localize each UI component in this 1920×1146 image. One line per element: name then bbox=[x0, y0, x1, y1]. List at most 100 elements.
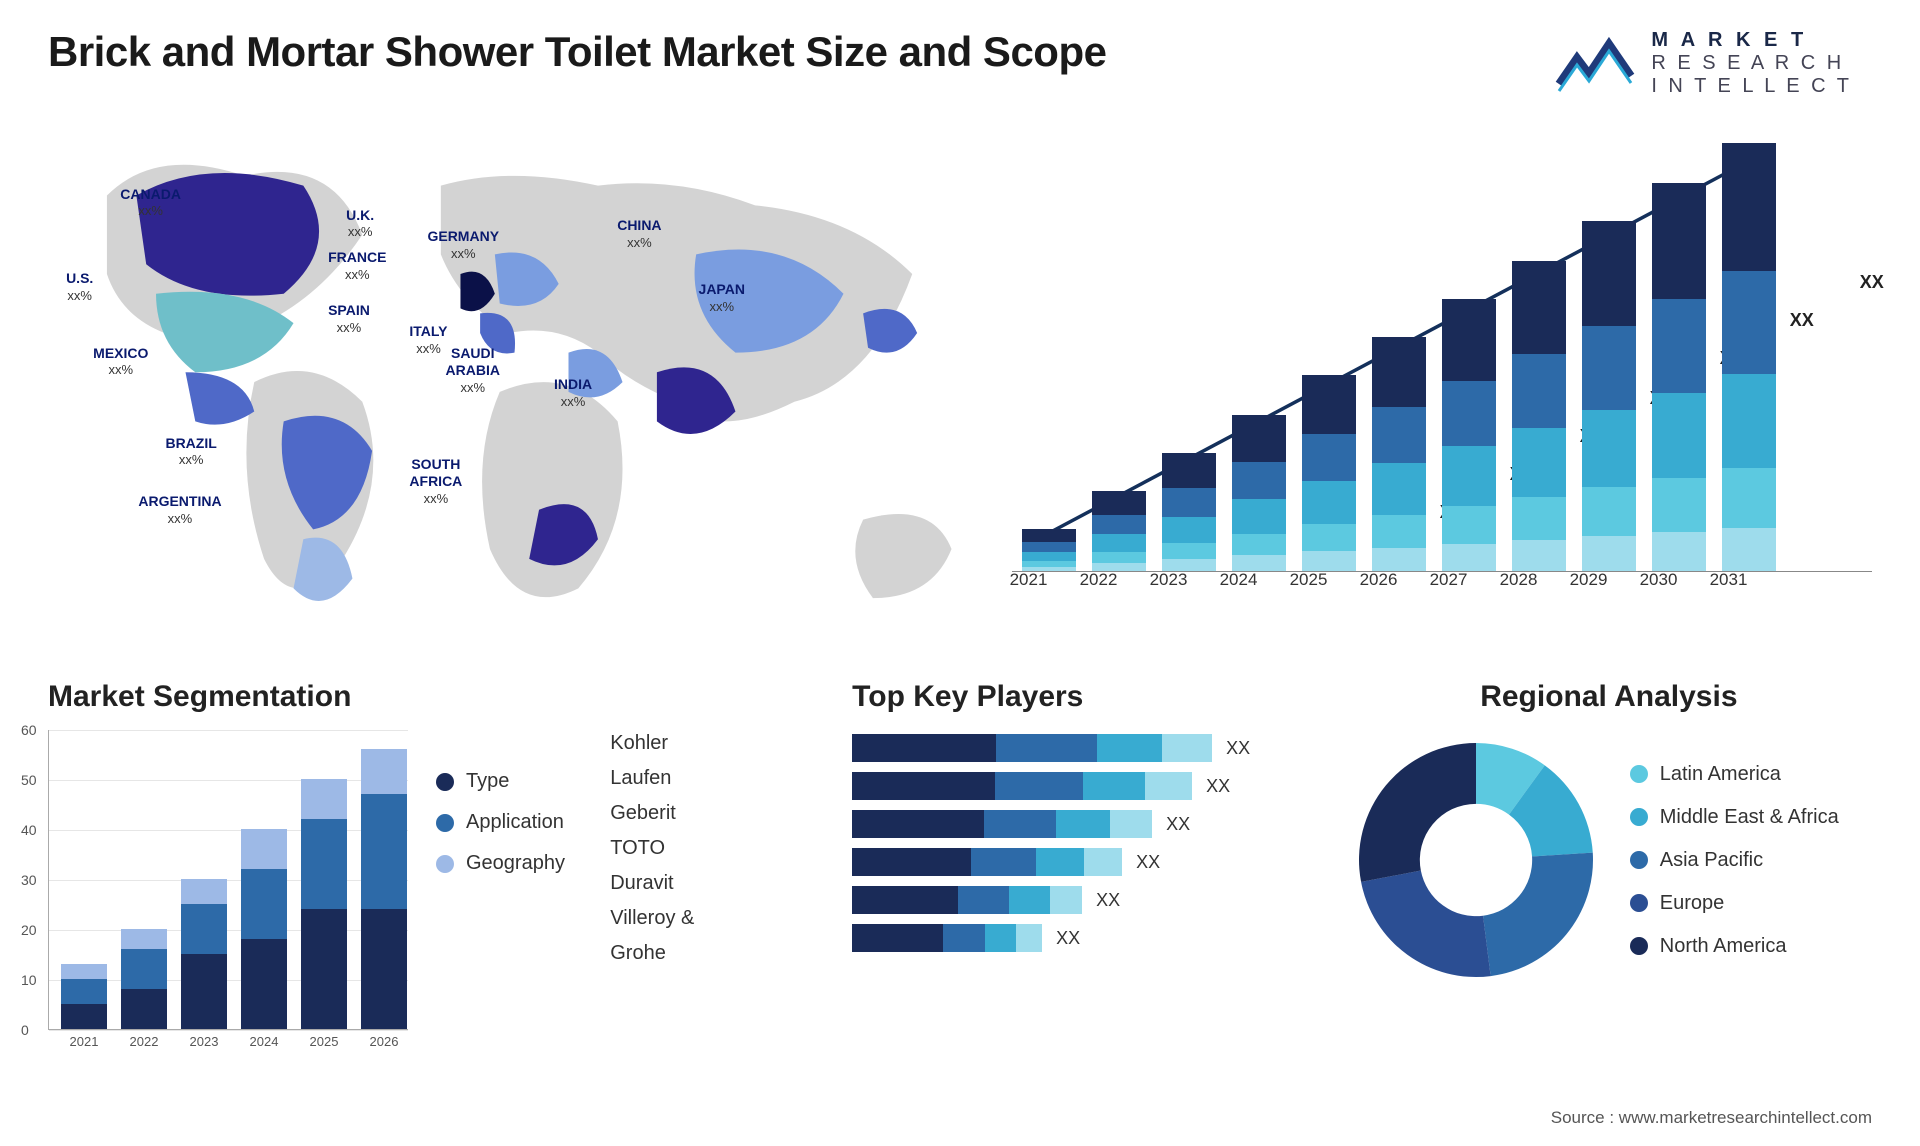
map-label: FRANCExx% bbox=[328, 249, 386, 283]
bar-year-label: 2021 bbox=[1002, 570, 1056, 590]
legend-swatch-icon bbox=[1630, 765, 1648, 783]
map-label: CANADAxx% bbox=[120, 186, 181, 220]
top-row: CANADAxx% U.S.xx% MEXICOxx% BRAZILxx% ARGENT… bbox=[48, 122, 1872, 652]
bottom-row: Market Segmentation 01020304050602021202… bbox=[48, 680, 1872, 1060]
legend-swatch-icon bbox=[1630, 851, 1648, 869]
segmentation-bar bbox=[121, 929, 167, 1029]
donut-slice bbox=[1483, 853, 1593, 976]
segmentation-bar bbox=[61, 964, 107, 1029]
segmentation-title: Market Segmentation bbox=[48, 680, 574, 714]
bar-year-label: 2029 bbox=[1562, 570, 1616, 590]
seg-year-label: 2022 bbox=[121, 1034, 167, 1049]
bar-year-label: 2024 bbox=[1212, 570, 1266, 590]
map-label: BRAZILxx% bbox=[165, 435, 216, 469]
growth-bar bbox=[1302, 375, 1356, 571]
y-axis-tick: 30 bbox=[21, 872, 37, 888]
key-players-list: KohlerLaufenGeberitTOTODuravitVilleroy &… bbox=[610, 726, 816, 965]
seg-year-label: 2023 bbox=[181, 1034, 227, 1049]
bar-value-label: XX bbox=[1092, 464, 1920, 485]
key-player-value: XX bbox=[1206, 776, 1230, 797]
donut-slice bbox=[1359, 743, 1476, 882]
growth-bar bbox=[1022, 529, 1076, 571]
brand-logo: M A R K E T R E S E A R C H I N T E L L … bbox=[1555, 28, 1852, 98]
regional-title: Regional Analysis bbox=[1346, 680, 1872, 714]
key-player-bar-row: XX bbox=[852, 772, 1310, 800]
key-player-value: XX bbox=[1166, 814, 1190, 835]
map-label: U.S.xx% bbox=[66, 270, 93, 304]
key-player-value: XX bbox=[1136, 852, 1160, 873]
key-players-panel: Top Key Players XXXXXXXXXXXX bbox=[852, 680, 1310, 1060]
growth-bar bbox=[1512, 261, 1566, 571]
legend-item: Latin America bbox=[1630, 763, 1839, 786]
list-item: Geberit bbox=[610, 802, 816, 825]
key-player-value: XX bbox=[1096, 890, 1120, 911]
legend-item: Type bbox=[436, 770, 574, 793]
list-item: TOTO bbox=[610, 837, 816, 860]
legend-item: Europe bbox=[1630, 892, 1839, 915]
map-label: ARGENTINAxx% bbox=[138, 493, 221, 527]
regional-panel: Regional Analysis Latin AmericaMiddle Ea… bbox=[1346, 680, 1872, 1060]
map-label: INDIAxx% bbox=[554, 376, 592, 410]
map-label: JAPANxx% bbox=[699, 281, 745, 315]
key-player-value: XX bbox=[1056, 928, 1080, 949]
header: Brick and Mortar Shower Toilet Market Si… bbox=[48, 28, 1872, 98]
key-player-bar-row: XX bbox=[852, 886, 1310, 914]
seg-year-label: 2021 bbox=[61, 1034, 107, 1049]
list-item: Duravit bbox=[610, 872, 816, 895]
map-label: SAUDIARABIAxx% bbox=[446, 345, 500, 396]
legend-swatch-icon bbox=[436, 814, 454, 832]
growth-bar-chart: XXXXXXXXXXXXXXXXXXXXXX 20212022202320242… bbox=[992, 122, 1872, 652]
y-axis-tick: 50 bbox=[21, 772, 37, 788]
key-player-value: XX bbox=[1226, 738, 1250, 759]
key-player-bar-row: XX bbox=[852, 734, 1310, 762]
growth-bar bbox=[1442, 299, 1496, 571]
segmentation-legend: Type Application Geography bbox=[436, 730, 574, 1030]
bar-year-label: 2027 bbox=[1422, 570, 1476, 590]
seg-year-label: 2025 bbox=[301, 1034, 347, 1049]
donut-slice bbox=[1361, 871, 1491, 977]
y-axis-tick: 60 bbox=[21, 722, 37, 738]
y-axis-tick: 0 bbox=[21, 1022, 29, 1038]
source-text: Source : www.marketresearchintellect.com bbox=[1551, 1108, 1872, 1128]
segmentation-chart: 0102030405060202120222023202420252026 bbox=[48, 730, 408, 1030]
legend-item: Application bbox=[436, 811, 574, 834]
bar-year-label: 2028 bbox=[1492, 570, 1546, 590]
y-axis-tick: 10 bbox=[21, 972, 37, 988]
list-item: Kohler bbox=[610, 732, 816, 755]
growth-bar bbox=[1652, 183, 1706, 571]
chart-plot-area: XXXXXXXXXXXXXXXXXXXXXX bbox=[1012, 132, 1872, 572]
regional-donut-chart bbox=[1346, 730, 1606, 990]
map-label: SOUTHAFRICAxx% bbox=[409, 456, 462, 507]
legend-item: Asia Pacific bbox=[1630, 849, 1839, 872]
bar-year-label: 2023 bbox=[1142, 570, 1196, 590]
segmentation-panel: Market Segmentation 01020304050602021202… bbox=[48, 680, 574, 1060]
key-player-bar-row: XX bbox=[852, 848, 1310, 876]
bar-value-label: XX bbox=[1652, 156, 1920, 177]
bar-year-label: 2030 bbox=[1632, 570, 1686, 590]
logo-text: M A R K E T R E S E A R C H I N T E L L … bbox=[1651, 29, 1852, 98]
world-map-panel: CANADAxx% U.S.xx% MEXICOxx% BRAZILxx% ARGENT… bbox=[48, 122, 952, 652]
legend-item: Geography bbox=[436, 852, 574, 875]
map-label: MEXICOxx% bbox=[93, 345, 148, 379]
list-item: Grohe bbox=[610, 942, 816, 965]
regional-legend: Latin AmericaMiddle East & AfricaAsia Pa… bbox=[1630, 763, 1839, 958]
legend-swatch-icon bbox=[1630, 937, 1648, 955]
key-players-list-panel: KohlerLaufenGeberitTOTODuravitVilleroy &… bbox=[610, 680, 816, 1060]
seg-year-label: 2026 bbox=[361, 1034, 407, 1049]
legend-swatch-icon bbox=[436, 855, 454, 873]
y-axis-tick: 40 bbox=[21, 822, 37, 838]
bar-year-label: 2025 bbox=[1282, 570, 1336, 590]
growth-bar bbox=[1092, 491, 1146, 571]
legend-swatch-icon bbox=[1630, 894, 1648, 912]
legend-swatch-icon bbox=[436, 773, 454, 791]
growth-bar bbox=[1372, 337, 1426, 571]
logo-icon bbox=[1555, 28, 1637, 98]
map-label: U.K.xx% bbox=[346, 207, 374, 241]
bar-value-label: XX bbox=[1512, 234, 1920, 255]
segmentation-bar bbox=[361, 749, 407, 1029]
segmentation-bar bbox=[241, 829, 287, 1029]
key-player-bar-row: XX bbox=[852, 810, 1310, 838]
growth-bar bbox=[1162, 453, 1216, 571]
segmentation-bar bbox=[301, 779, 347, 1029]
page-title: Brick and Mortar Shower Toilet Market Si… bbox=[48, 28, 1106, 76]
